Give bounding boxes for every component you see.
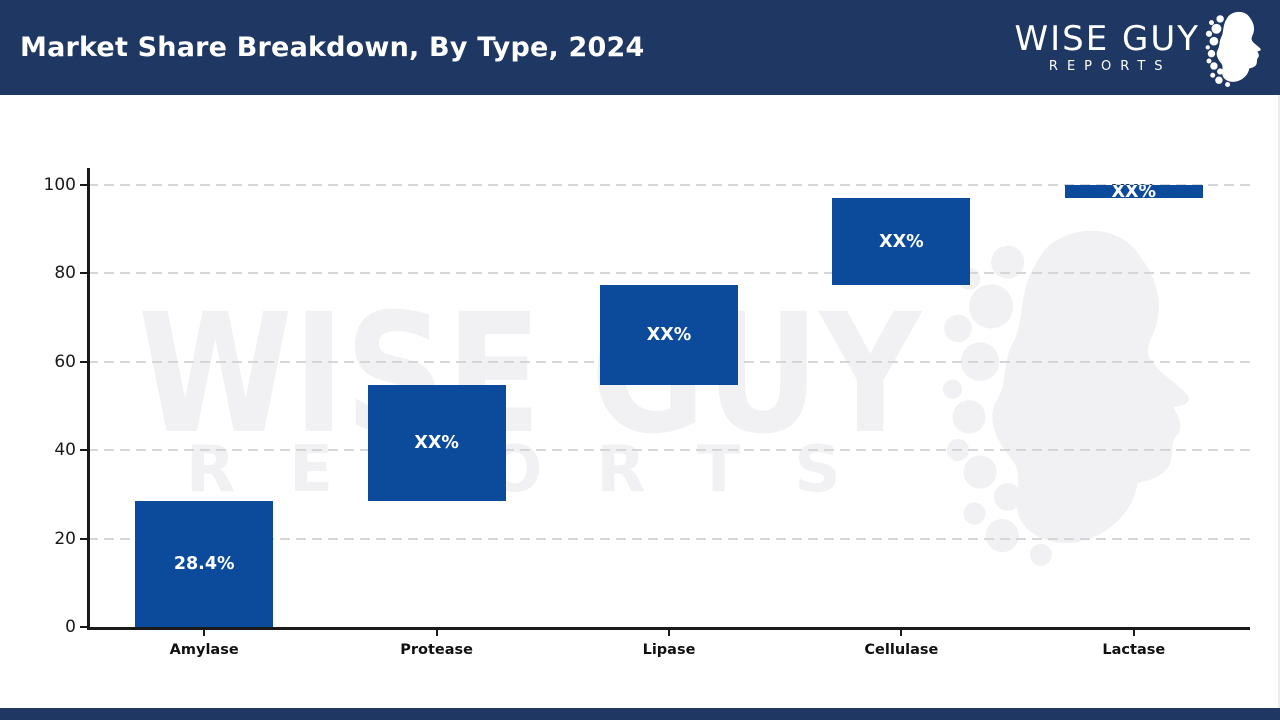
wise-guy-reports-logo: WISE GUY REPORTS bbox=[1014, 9, 1268, 87]
y-tick-mark bbox=[80, 360, 88, 363]
y-tick-mark bbox=[80, 184, 88, 186]
bar-lactase: XX% bbox=[1064, 185, 1203, 199]
bar-value-label: XX% bbox=[1111, 185, 1157, 199]
y-tick-mark bbox=[80, 626, 88, 628]
y-tick-label: 60 bbox=[54, 351, 76, 372]
category-label-lactase: Lactase bbox=[1102, 642, 1166, 658]
bar-value-label: XX% bbox=[879, 231, 924, 252]
y-tick-label: 20 bbox=[54, 528, 76, 549]
x-tick-mark bbox=[435, 629, 438, 636]
category-label-cellulase: Cellulase bbox=[864, 642, 939, 658]
y-tick-mark bbox=[80, 272, 88, 275]
y-tick-label: 80 bbox=[54, 263, 76, 284]
watermark-subtitle: REPORTS bbox=[186, 433, 895, 507]
header: Market Share Breakdown, By Type, 2024 WI… bbox=[0, 0, 1280, 95]
y-tick-label: 0 bbox=[65, 617, 76, 637]
category-label-protease: Protease bbox=[400, 642, 473, 658]
category-label-lipase: Lipase bbox=[642, 642, 696, 658]
bar-value-label: 28.4% bbox=[173, 554, 235, 575]
category-label-amylase: Amylase bbox=[169, 642, 239, 658]
bar-lipase: XX% bbox=[600, 284, 738, 386]
bar-value-label: XX% bbox=[646, 325, 692, 346]
gridline bbox=[88, 272, 1250, 275]
y-tick-mark bbox=[80, 537, 88, 540]
y-axis-line bbox=[87, 168, 90, 630]
logo-wordmark: WISE GUY bbox=[1014, 19, 1200, 59]
bar-amylase: 28.4% bbox=[135, 501, 274, 627]
y-tick-label: 40 bbox=[54, 440, 76, 461]
y-tick-mark bbox=[80, 449, 88, 452]
bar-protease: XX% bbox=[367, 385, 506, 502]
page-title: Market Share Breakdown, By Type, 2024 bbox=[20, 32, 645, 63]
dotted-head-icon bbox=[1205, 11, 1261, 87]
gridline bbox=[88, 537, 1250, 540]
x-tick-mark bbox=[668, 629, 670, 636]
page-right-border bbox=[1278, 95, 1280, 708]
bar-value-label: XX% bbox=[414, 433, 459, 454]
logo-subtitle: REPORTS bbox=[1048, 59, 1172, 74]
y-tick-label: 100 bbox=[43, 175, 76, 195]
x-axis-line bbox=[87, 627, 1250, 630]
x-tick-mark bbox=[1132, 629, 1135, 636]
footer-bar bbox=[0, 708, 1280, 720]
bar-cellulase: XX% bbox=[832, 198, 971, 285]
gridline bbox=[88, 184, 1250, 186]
watermark-head-graphic bbox=[942, 230, 1189, 566]
x-tick-mark bbox=[900, 629, 903, 636]
watermark-wordmark: WISE GUY bbox=[138, 278, 922, 470]
logo-text: WISE GUY REPORTS bbox=[1014, 22, 1200, 73]
x-tick-mark bbox=[203, 629, 206, 636]
gridline bbox=[88, 449, 1250, 452]
